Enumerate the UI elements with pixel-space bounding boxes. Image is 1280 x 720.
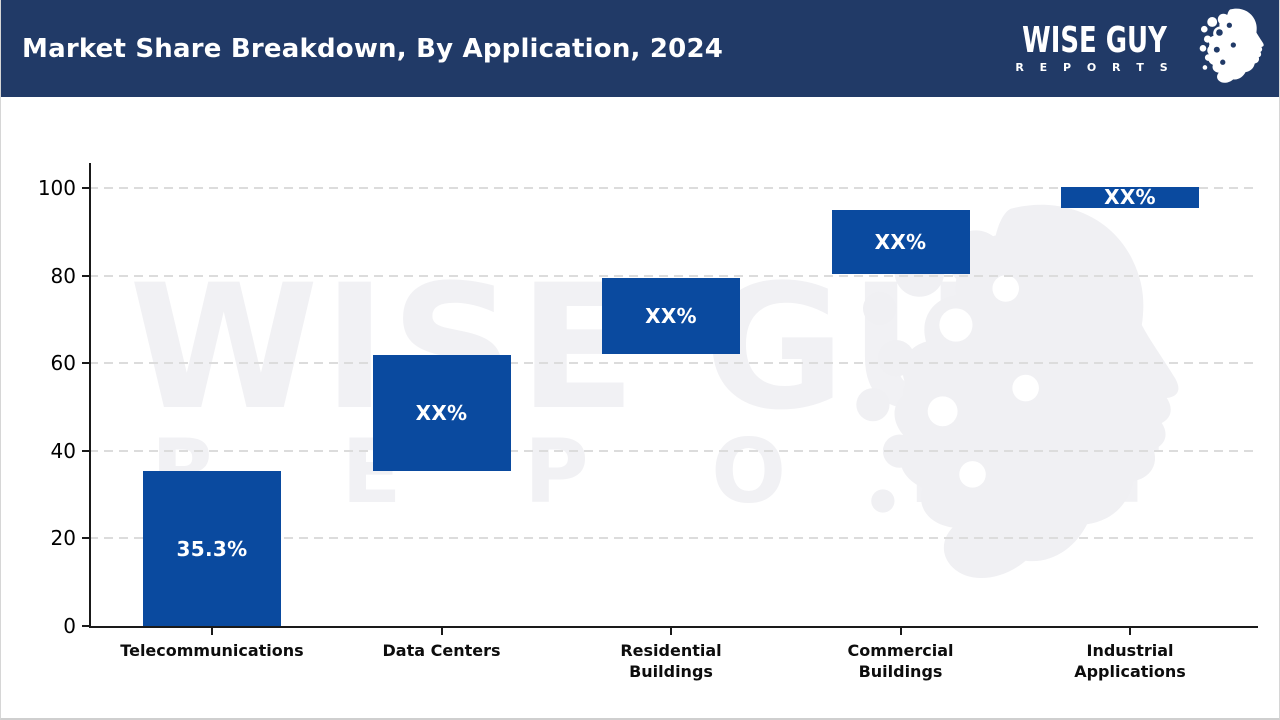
y-tickmark-60 bbox=[82, 362, 89, 365]
category-label-line: Industrial bbox=[1086, 641, 1174, 660]
y-tick-label-80: 80 bbox=[50, 263, 76, 288]
category-label-data-centers: Data Centers bbox=[332, 640, 552, 661]
brand-wordmark: WISE GUY R E P O R T S bbox=[994, 20, 1195, 75]
category-label-line: Telecommunications bbox=[120, 641, 304, 660]
gridline-80 bbox=[89, 274, 1258, 277]
bar-data-centers: XX% bbox=[372, 355, 511, 471]
y-tick-label-60: 60 bbox=[50, 351, 76, 376]
category-label-telecommunications: Telecommunications bbox=[102, 640, 322, 661]
brand-name: WISE GUY bbox=[1022, 20, 1167, 61]
x-tickmark-2 bbox=[440, 628, 443, 635]
y-tick-label-40: 40 bbox=[50, 438, 76, 463]
y-tickmark-0 bbox=[82, 625, 89, 627]
bar-value-label: XX% bbox=[645, 304, 697, 329]
bar-value-label: XX% bbox=[1104, 185, 1156, 210]
category-label-line: Residential bbox=[620, 641, 722, 660]
y-tick-label-20: 20 bbox=[50, 526, 76, 551]
bar-commercial-buildings: XX% bbox=[831, 209, 970, 274]
bar-value-label: XX% bbox=[874, 229, 927, 254]
gridline-40 bbox=[89, 449, 1258, 452]
x-tickmark-4 bbox=[899, 628, 902, 635]
category-label-line: Buildings bbox=[629, 662, 713, 681]
x-axis-line bbox=[89, 626, 1258, 628]
bar-value-label: XX% bbox=[415, 400, 468, 425]
category-label-line: Data Centers bbox=[382, 641, 501, 660]
y-tick-label-100: 100 bbox=[37, 176, 76, 200]
category-label-line: Commercial bbox=[847, 641, 954, 660]
category-label-line: Buildings bbox=[858, 662, 943, 681]
header: Market Share Breakdown, By Application, … bbox=[1, 0, 1279, 97]
y-tick-label-0: 0 bbox=[63, 614, 76, 638]
category-label-industrial-applications: Industrial Applications bbox=[1020, 640, 1240, 682]
x-tickmark-3 bbox=[670, 628, 672, 635]
x-tickmark-5 bbox=[1129, 628, 1131, 635]
bar-telecommunications: 35.3% bbox=[143, 471, 281, 626]
gridline-20 bbox=[89, 537, 1258, 540]
bar-residential-buildings: XX% bbox=[602, 277, 740, 355]
category-label-residential-buildings: Residential Buildings bbox=[561, 640, 781, 682]
category-label-commercial-buildings: Commercial Buildings bbox=[791, 640, 1011, 682]
brand-head-icon bbox=[1199, 8, 1264, 83]
bar-value-label: 35.3% bbox=[176, 536, 248, 561]
y-tickmark-40 bbox=[82, 449, 89, 452]
gridline-60 bbox=[89, 362, 1258, 365]
brand-logo: WISE GUY R E P O R T S bbox=[994, 6, 1279, 92]
gridline-100 bbox=[89, 187, 1258, 189]
y-tickmark-80 bbox=[82, 274, 89, 277]
category-label-line: Applications bbox=[1074, 662, 1186, 681]
x-tickmark-1 bbox=[211, 628, 213, 635]
page-title: Market Share Breakdown, By Application, … bbox=[22, 33, 724, 64]
y-tickmark-100 bbox=[82, 187, 89, 189]
y-tickmark-20 bbox=[82, 537, 89, 540]
y-axis-line bbox=[89, 163, 91, 628]
brand-subtitle: R E P O R T S bbox=[1015, 61, 1174, 74]
bar-industrial-applications: XX% bbox=[1061, 185, 1199, 210]
